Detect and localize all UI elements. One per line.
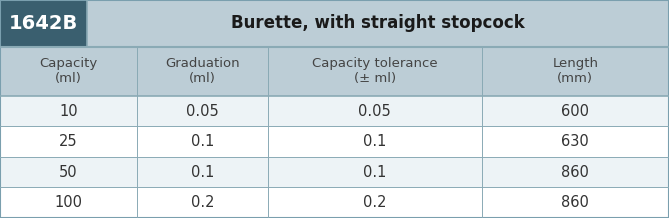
Text: 0.2: 0.2 [191, 195, 214, 210]
Text: 860: 860 [561, 165, 589, 180]
Text: 100: 100 [55, 195, 82, 210]
Text: Capacity tolerance
(± ml): Capacity tolerance (± ml) [312, 57, 438, 85]
Text: 630: 630 [561, 134, 589, 149]
Bar [0, 126, 669, 157]
Text: 600: 600 [561, 104, 589, 119]
Bar [0, 96, 669, 126]
Text: Graduation
(ml): Graduation (ml) [165, 57, 240, 85]
Text: Capacity
(ml): Capacity (ml) [39, 57, 98, 85]
Bar [0, 157, 669, 187]
Text: Burette, with straight stopcock: Burette, with straight stopcock [231, 14, 525, 32]
Text: 10: 10 [60, 104, 78, 119]
Text: 0.1: 0.1 [363, 134, 386, 149]
Text: Length
(mm): Length (mm) [553, 57, 598, 85]
Text: 0.05: 0.05 [359, 104, 391, 119]
Bar [0, 187, 669, 218]
Bar [0, 47, 669, 96]
Bar [0, 0, 87, 47]
Text: 0.2: 0.2 [363, 195, 387, 210]
Text: 860: 860 [561, 195, 589, 210]
Text: 50: 50 [60, 165, 78, 180]
Text: 1642B: 1642B [9, 14, 78, 33]
Text: 25: 25 [60, 134, 78, 149]
Text: 0.05: 0.05 [186, 104, 219, 119]
Bar [0, 0, 669, 47]
Text: 0.1: 0.1 [363, 165, 386, 180]
Text: 0.1: 0.1 [191, 134, 214, 149]
Text: 0.1: 0.1 [191, 165, 214, 180]
